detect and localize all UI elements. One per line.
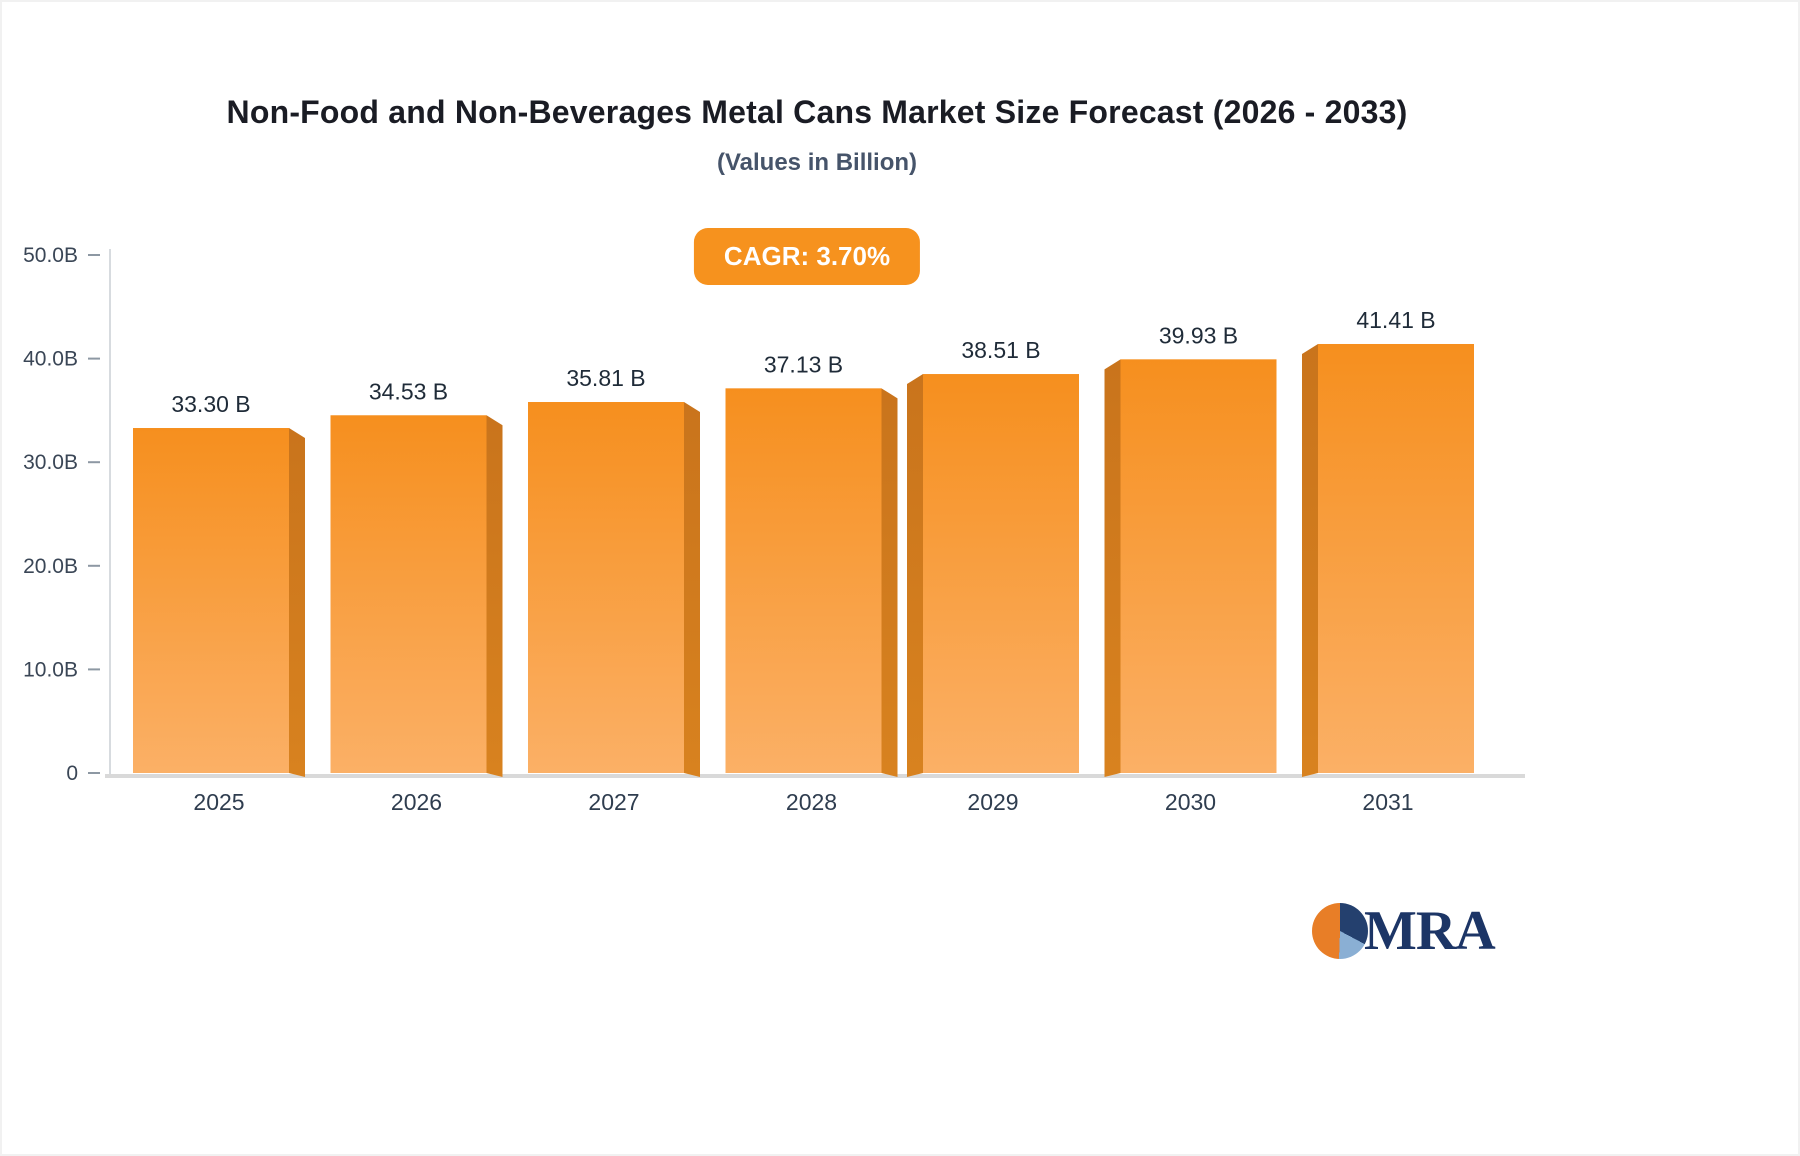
bar [133,428,305,777]
y-axis-label: 50.0B [23,244,78,267]
x-axis-label: 2026 [391,789,442,815]
bars-group: 0 10.0B 20.0B 30.0B 40.0B 50.0B 33.30 B 2025 34.… [23,244,1525,815]
x-axis-label: 2025 [193,789,244,815]
bar-value-label: 34.53 B [369,378,448,404]
x-axis-label: 2028 [786,789,837,815]
logo-pie-icon [1312,903,1368,959]
y-axis-label: 30.0B [23,451,78,474]
mra-logo: MRA [1312,900,1496,962]
y-axis-label: 20.0B [23,555,78,578]
x-axis-label: 2029 [967,789,1018,815]
x-axis-label: 2031 [1362,789,1413,815]
y-axis-label: 40.0B [23,348,78,371]
x-axis-label: 2030 [1165,789,1216,815]
bar-value-label: 37.13 B [764,351,843,377]
bar [528,402,700,777]
logo-text: MRA [1364,900,1496,962]
bar-value-label: 33.30 B [171,391,250,417]
bar-value-label: 38.51 B [961,337,1040,363]
y-axis-label: 0 [66,762,78,785]
bar-value-label: 39.93 B [1159,322,1238,348]
bar [1302,343,1474,777]
bar [1104,359,1277,777]
y-axis-label: 10.0B [23,658,78,681]
x-axis-label: 2027 [588,789,639,815]
bar-value-label: 41.41 B [1356,307,1435,333]
cagr-badge: CAGR: 3.70% [693,228,921,285]
bar [330,415,503,777]
bar-value-label: 35.81 B [566,365,645,391]
bar [907,374,1079,777]
bar [725,388,898,777]
